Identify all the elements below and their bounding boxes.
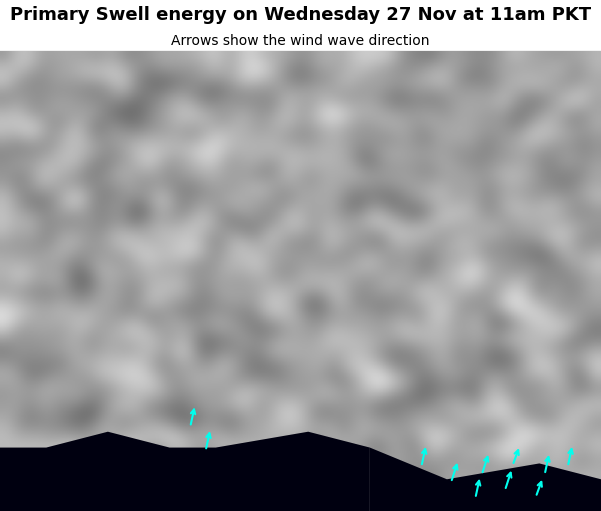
Text: Primary Swell energy on Wednesday 27 Nov at 11am PKT: Primary Swell energy on Wednesday 27 Nov… bbox=[10, 6, 591, 25]
Polygon shape bbox=[370, 448, 601, 511]
Text: Arrows show the wind wave direction: Arrows show the wind wave direction bbox=[171, 34, 430, 48]
Polygon shape bbox=[0, 432, 370, 511]
